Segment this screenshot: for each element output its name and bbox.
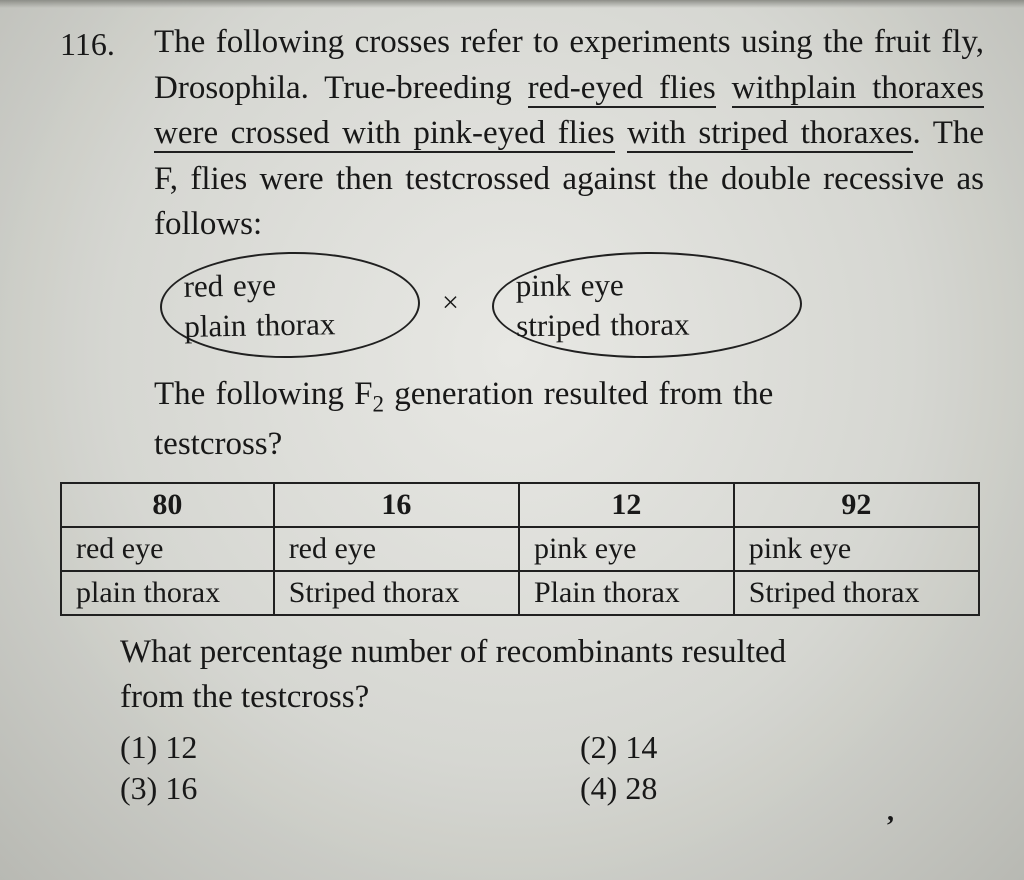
f2b: generation resulted from the: [384, 376, 773, 412]
option-2[interactable]: (2) 14: [580, 729, 780, 766]
cross-left-line1: red eye: [183, 262, 418, 306]
cross-diagram: red eye plain thorax × pink eye striped …: [154, 258, 984, 368]
cross-left-line2: plain thorax: [184, 302, 419, 346]
table-cell: red eye: [274, 527, 519, 571]
f2a: The following F: [154, 376, 372, 412]
table-cell: Striped thorax: [274, 571, 519, 615]
options-block: (1) 12 (2) 14 (3) 16 (4) 28: [120, 729, 984, 807]
underline-red-eyed: red-eyed flies: [528, 70, 716, 108]
option-row: (1) 12 (2) 14: [120, 729, 984, 766]
table-cell: Plain thorax: [519, 571, 734, 615]
option-4[interactable]: (4) 28: [580, 770, 780, 807]
table-cell: plain thorax: [61, 571, 274, 615]
table-cell: pink eye: [519, 527, 734, 571]
cross-right-circle: pink eye striped thorax: [492, 250, 803, 359]
option-3[interactable]: (3) 16: [120, 770, 320, 807]
f2-line: The following F2 generation resulted fro…: [154, 372, 984, 420]
para3a: [615, 115, 628, 151]
table-cell: 16: [274, 483, 519, 527]
results-table: 80 16 12 92 red eye red eye pink eye pin…: [60, 482, 980, 616]
table-cell: red eye: [61, 527, 274, 571]
q2a: What percentage number of recombinants r…: [120, 634, 786, 670]
top-shadow: [0, 0, 1024, 8]
underline-striped: with striped thoraxes: [627, 115, 912, 153]
question-row: 116. The following crosses refer to expe…: [60, 20, 984, 468]
table-row: red eye red eye pink eye pink eye: [61, 527, 979, 571]
cross-right-line1: pink eye: [516, 263, 800, 306]
table-cell: pink eye: [734, 527, 979, 571]
cross-left-circle: red eye plain thorax: [159, 249, 421, 360]
option-row: (3) 16 (4) 28: [120, 770, 984, 807]
option-1[interactable]: (1) 12: [120, 729, 320, 766]
sub-question: What percentage number of recombinants r…: [120, 630, 984, 721]
table-cell: 12: [519, 483, 734, 527]
page: 116. The following crosses refer to expe…: [0, 0, 1024, 880]
table-row: 80 16 12 92: [61, 483, 979, 527]
testcross-q: testcross?: [154, 422, 984, 468]
para2a: [716, 70, 732, 106]
table-cell: 80: [61, 483, 274, 527]
table-row: plain thorax Striped thorax Plain thorax…: [61, 571, 979, 615]
cross-x-symbol: ×: [442, 282, 459, 323]
cross-right-line2: striped thorax: [516, 303, 800, 346]
q2b: from the testcross?: [120, 679, 369, 715]
stray-dot: ,: [887, 796, 894, 828]
question-text: The following crosses refer to experimen…: [154, 20, 984, 468]
table-cell: Striped thorax: [734, 571, 979, 615]
f2-sub: 2: [372, 390, 384, 416]
table-cell: 92: [734, 483, 979, 527]
question-number: 116.: [60, 20, 124, 468]
